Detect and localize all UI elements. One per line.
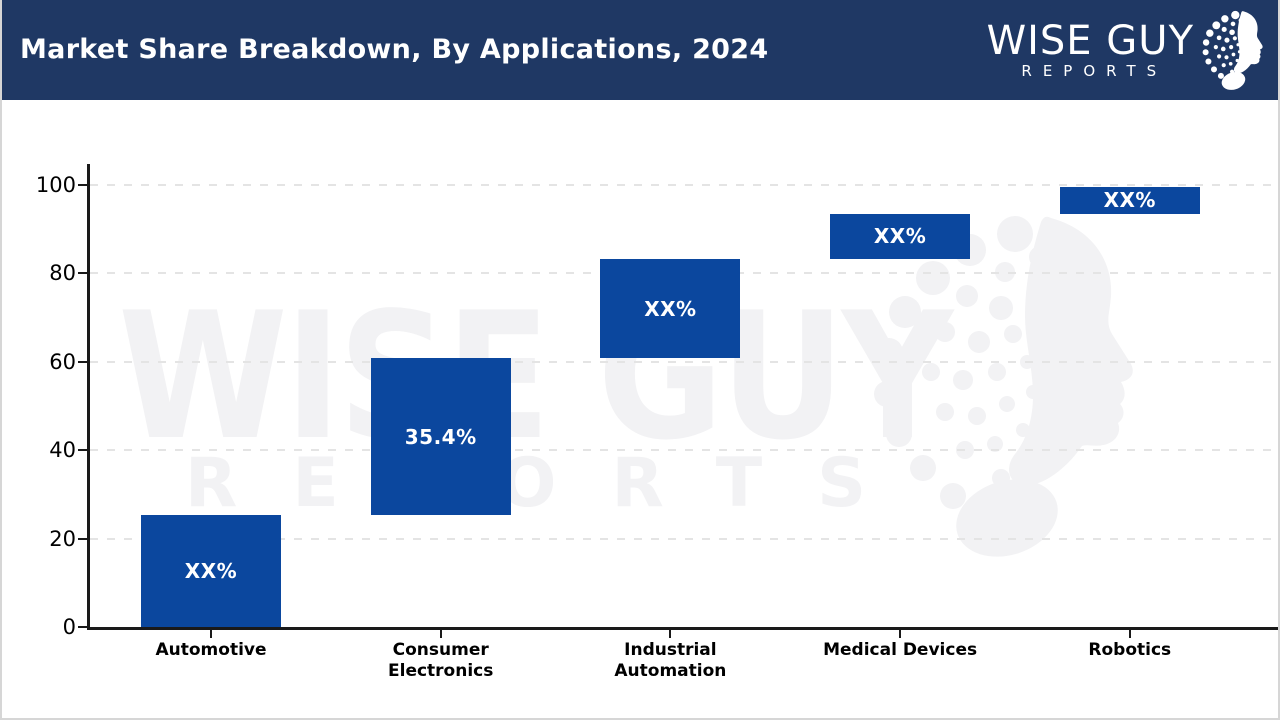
y-tick-label: 100 [35, 172, 76, 197]
x-category-label: Automotive [155, 640, 267, 660]
bar-consumer-electronics: 35.4% [370, 358, 511, 516]
bar-robotics: XX% [1059, 186, 1200, 214]
y-axis-line [87, 164, 90, 629]
bar-medical-devices: XX% [830, 213, 971, 259]
y-tick-label: 40 [49, 438, 76, 462]
brand-logo-text: WISE GUY REPORTS [987, 21, 1194, 79]
bar-value-label: XX% [1103, 188, 1156, 213]
gridline [90, 449, 1280, 451]
brand-logo: WISE GUY REPORTS [987, 10, 1268, 90]
x-tick-mark [1128, 630, 1131, 638]
bar-value-label: 35.4% [404, 424, 477, 449]
y-tick-mark [78, 626, 87, 628]
watermark-brand-subname: REPORTS [185, 444, 922, 523]
bar-value-label: XX% [184, 559, 238, 584]
brand-face-icon [1198, 10, 1268, 90]
bar-value-label: XX% [644, 296, 697, 321]
x-category-label: Consumer Electronics [388, 640, 494, 681]
x-category-label: Robotics [1088, 640, 1172, 660]
gridline [90, 360, 1280, 363]
gridline [90, 183, 1280, 186]
y-tick-label: 20 [49, 526, 76, 551]
chart-title: Market Share Breakdown, By Applications,… [20, 34, 769, 65]
y-tick-label: 60 [49, 349, 76, 374]
y-tick-label: 0 [62, 615, 76, 639]
bar-value-label: XX% [873, 224, 927, 249]
y-tick-mark [78, 360, 87, 363]
gridline [90, 537, 1280, 540]
x-category-label: Industrial Automation [614, 640, 727, 681]
x-tick-mark [899, 630, 902, 638]
y-tick-mark [78, 537, 87, 540]
bar-industrial-automation: XX% [600, 258, 741, 359]
y-tick-mark [78, 449, 87, 451]
x-axis-line [87, 627, 1280, 630]
brand-subname: REPORTS [1021, 62, 1168, 80]
x-tick-mark [439, 630, 442, 638]
watermark-brand-name: WISE GUY [118, 276, 953, 479]
bar-automotive: XX% [141, 515, 281, 627]
y-tick-mark [78, 183, 87, 186]
y-tick-label: 80 [49, 261, 76, 285]
x-tick-mark [210, 630, 212, 638]
y-tick-mark [78, 272, 87, 274]
x-tick-mark [669, 630, 672, 638]
header-bar: Market Share Breakdown, By Applications,… [0, 0, 1280, 100]
brand-name: WISE GUY [986, 18, 1194, 64]
x-category-label: Medical Devices [823, 640, 978, 660]
